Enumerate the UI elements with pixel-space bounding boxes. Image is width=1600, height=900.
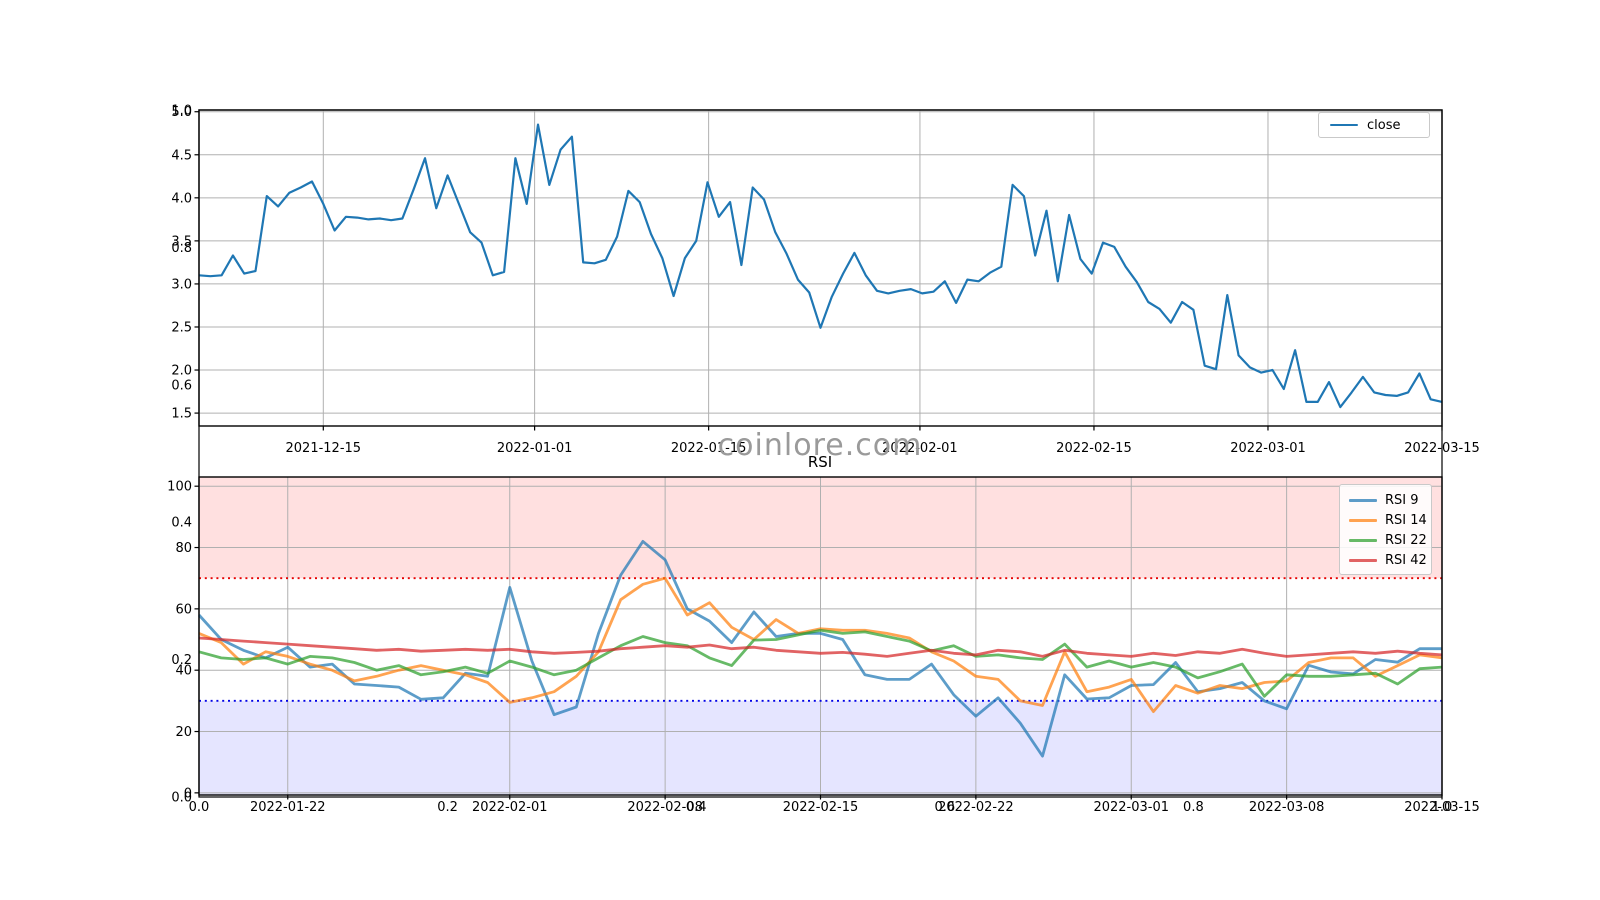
hidden-y-tick-label: 0.4: [171, 516, 192, 531]
x-tick-label: 2022-01-01: [497, 441, 573, 456]
rsi-legend-row: RSI 42: [1349, 550, 1431, 570]
hidden-x-tick-label: 0.8: [1183, 800, 1204, 815]
rsi-legend-label: RSI 22: [1385, 532, 1427, 548]
rsi-line-sample: [1349, 518, 1377, 522]
hidden-x-tick-label: 0.6: [934, 800, 955, 815]
x-tick-label: 2022-02-15: [783, 800, 859, 815]
x-tick-label: 2022-01-15: [671, 441, 747, 456]
x-tick-label: 2022-02-01: [882, 441, 958, 456]
x-tick-label: 2022-03-15: [1404, 800, 1480, 815]
rsi-chart-title: RSI: [807, 453, 833, 471]
y-tick-label: 3.5: [171, 234, 192, 249]
hidden-x-tick-label: 1.0: [1432, 800, 1453, 815]
y-tick-label: 20: [175, 725, 192, 740]
y-tick-label: 4.5: [171, 148, 192, 163]
rsi-line-sample: [1349, 558, 1377, 562]
y-tick-label: 100: [167, 480, 192, 495]
y-tick-label: 1.5: [171, 407, 192, 422]
y-tick-label: 5.0: [171, 105, 192, 120]
hidden-y-tick-label: 0.8: [171, 241, 192, 256]
x-tick-label: 2022-02-22: [938, 800, 1014, 815]
x-tick-label: 2022-02-08: [627, 800, 703, 815]
x-tick-label: 2022-03-08: [1249, 800, 1325, 815]
watermark: coinlore.com: [717, 428, 923, 463]
rsi-legend-row: RSI 22: [1349, 530, 1431, 550]
close-line-sample: [1330, 123, 1358, 127]
close-legend-label: close: [1367, 117, 1401, 133]
rsi-legend-row: RSI 9: [1349, 490, 1431, 510]
chart-rect: [198, 109, 1443, 427]
rsi-line-sample: [1349, 498, 1377, 502]
y-tick-label: 4.0: [171, 191, 192, 206]
hidden-y-tick-label: 1.0: [171, 104, 192, 119]
y-tick-label: 40: [175, 664, 192, 679]
data-series-line: [198, 628, 1443, 698]
rsi-legend-label: RSI 14: [1385, 512, 1427, 528]
x-tick-label: 2022-03-01: [1230, 441, 1306, 456]
data-series-line: [198, 636, 1443, 658]
x-tick-label: 2022-01-22: [250, 800, 326, 815]
y-tick-label: 0: [184, 786, 192, 801]
x-tick-label: 2022-02-01: [472, 800, 548, 815]
hidden-x-tick-label: 0.2: [437, 800, 458, 815]
hidden-x-tick-label: 0.4: [686, 800, 707, 815]
hidden-y-tick-label: 0.2: [171, 653, 192, 668]
rsi-legend-label: RSI 42: [1385, 552, 1427, 568]
hidden-x-tick-label: 0.0: [189, 800, 210, 815]
hidden-y-tick-label: 0.0: [171, 791, 192, 806]
y-tick-label: 2.5: [171, 320, 192, 335]
data-series-line: [198, 123, 1443, 409]
y-tick-label: 60: [175, 602, 192, 617]
rsi-line-sample: [1349, 538, 1377, 542]
x-tick-label: 2022-03-15: [1404, 441, 1480, 456]
y-tick-label: 3.0: [171, 277, 192, 292]
data-series-line: [197, 540, 1442, 758]
rsi-legend-row: RSI 14: [1349, 510, 1431, 530]
x-tick-label: 2022-02-15: [1056, 441, 1132, 456]
x-tick-label: 2021-12-15: [286, 441, 362, 456]
hidden-y-tick-label: 0.6: [171, 378, 192, 393]
rsi-legend: RSI 9 RSI 14 RSI 22 RSI 42: [1339, 484, 1432, 575]
y-tick-label: 80: [175, 541, 192, 556]
y-tick-label: 2.0: [171, 364, 192, 379]
price-legend: close: [1318, 112, 1430, 138]
rsi-legend-label: RSI 9: [1385, 492, 1419, 508]
x-tick-label: 2022-03-01: [1093, 800, 1169, 815]
